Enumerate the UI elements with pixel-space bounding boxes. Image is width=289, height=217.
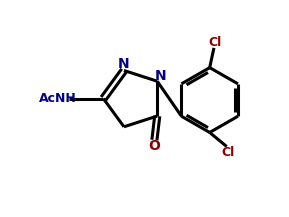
Text: Cl: Cl (221, 146, 235, 159)
Text: AcNH: AcNH (39, 92, 76, 105)
Text: N: N (155, 69, 166, 83)
Text: Cl: Cl (208, 36, 221, 49)
Text: O: O (149, 139, 160, 153)
Text: N: N (118, 57, 129, 71)
